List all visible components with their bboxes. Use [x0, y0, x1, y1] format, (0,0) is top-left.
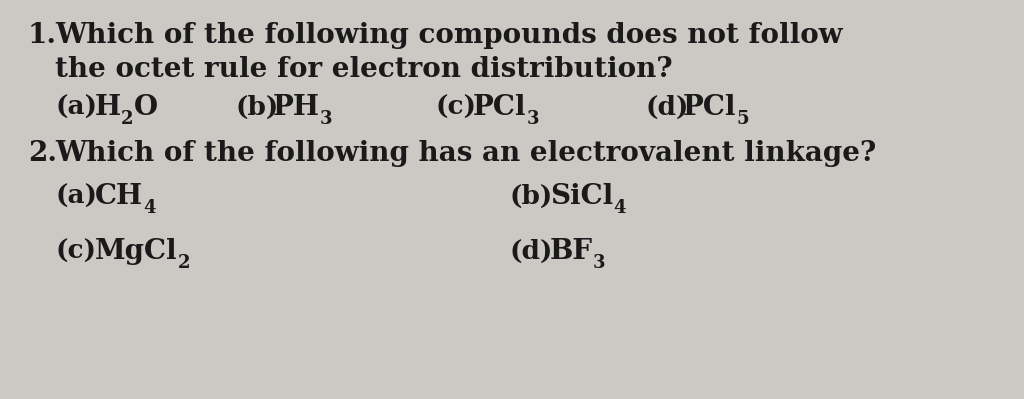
- Text: 1.: 1.: [28, 22, 57, 49]
- Text: (b): (b): [234, 95, 279, 120]
- Text: CH: CH: [95, 183, 143, 210]
- Text: 5: 5: [736, 110, 750, 128]
- Text: the octet rule for electron distribution?: the octet rule for electron distribution…: [55, 56, 673, 83]
- Text: PH: PH: [273, 94, 319, 121]
- Text: 3: 3: [319, 110, 333, 128]
- Text: 4: 4: [613, 199, 626, 217]
- Text: Which of the following compounds does not follow: Which of the following compounds does no…: [55, 22, 843, 49]
- Text: (c): (c): [55, 239, 96, 264]
- Text: 2: 2: [121, 110, 133, 128]
- Text: H: H: [95, 94, 121, 121]
- Text: PCl: PCl: [683, 94, 736, 121]
- Text: (d): (d): [645, 95, 688, 120]
- Text: 3: 3: [593, 254, 605, 272]
- Text: (c): (c): [435, 95, 476, 120]
- Text: 4: 4: [143, 199, 156, 217]
- Text: PCl: PCl: [473, 94, 526, 121]
- Text: O: O: [133, 94, 158, 121]
- Text: BF: BF: [550, 238, 593, 265]
- Text: (a): (a): [55, 184, 97, 209]
- Text: 2: 2: [177, 254, 190, 272]
- Text: (d): (d): [510, 239, 553, 264]
- Text: (a): (a): [55, 95, 97, 120]
- Text: (b): (b): [510, 184, 553, 209]
- Text: MgCl: MgCl: [95, 238, 177, 265]
- Text: Which of the following has an electrovalent linkage?: Which of the following has an electroval…: [55, 140, 877, 167]
- Text: 2.: 2.: [28, 140, 57, 167]
- Text: SiCl: SiCl: [550, 183, 613, 210]
- Text: 3: 3: [526, 110, 539, 128]
